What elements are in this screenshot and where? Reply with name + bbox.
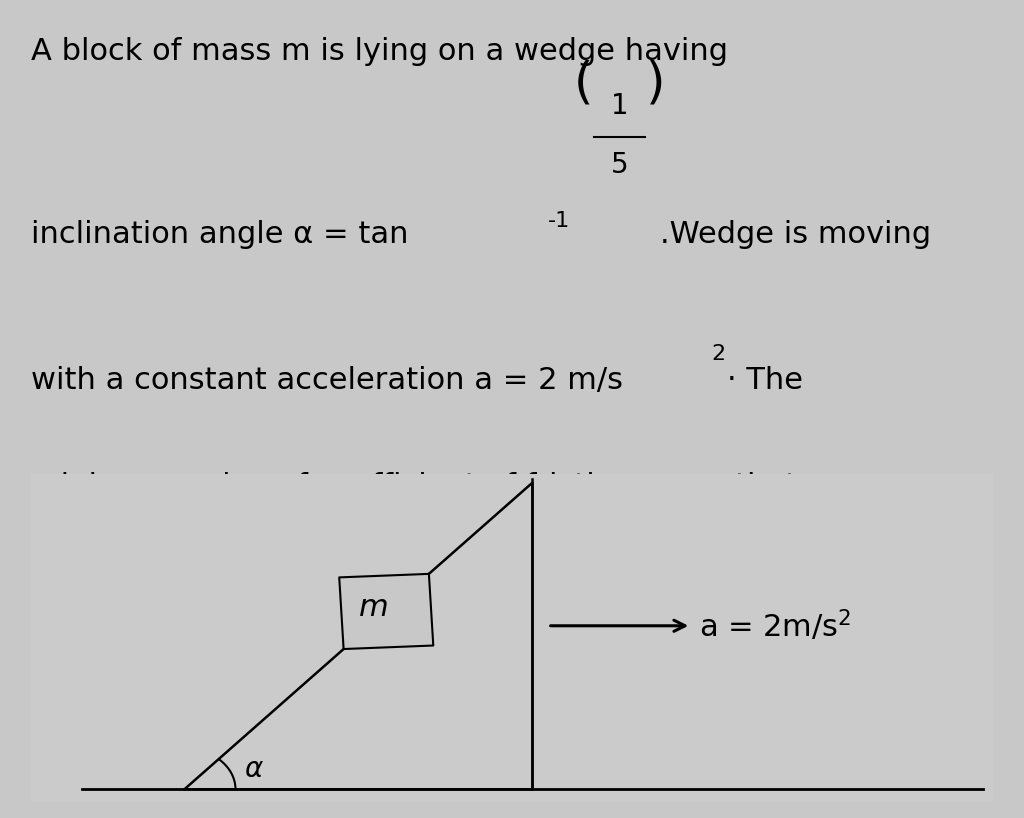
Text: A block of mass m is lying on a wedge having: A block of mass m is lying on a wedge ha… (31, 37, 728, 65)
Text: α: α (244, 755, 262, 783)
Text: 1: 1 (610, 92, 629, 119)
Text: -1: -1 (548, 211, 570, 231)
Text: m: m (359, 593, 389, 622)
Text: 2: 2 (712, 344, 726, 363)
Text: inclination angle α = tan: inclination angle α = tan (31, 220, 409, 249)
Text: remains stationary w.r.t to wedge is: remains stationary w.r.t to wedge is (31, 560, 575, 589)
Text: ): ) (645, 60, 666, 107)
Polygon shape (339, 574, 433, 649)
Text: a = 2m/s$^2$: a = 2m/s$^2$ (699, 608, 852, 644)
Text: minimum value of coefficient of friction μ , so that m: minimum value of coefficient of friction… (31, 472, 837, 501)
Text: with a constant acceleration a = 2 m/s: with a constant acceleration a = 2 m/s (31, 366, 623, 395)
Text: · The: · The (727, 366, 803, 395)
Text: (: ( (574, 60, 593, 107)
Text: 5: 5 (610, 151, 629, 179)
Text: .Wedge is moving: .Wedge is moving (660, 220, 932, 249)
